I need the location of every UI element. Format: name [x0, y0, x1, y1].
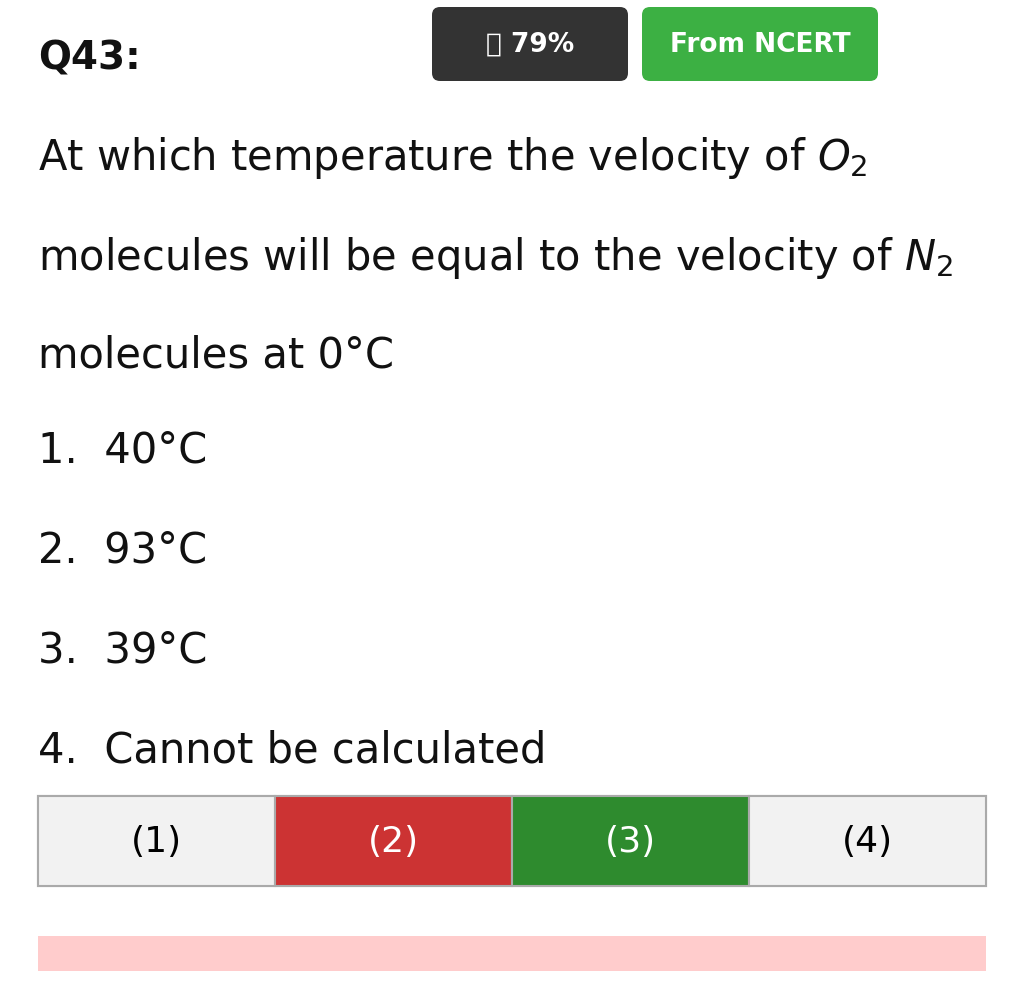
FancyBboxPatch shape: [432, 8, 628, 82]
Text: (3): (3): [605, 824, 656, 858]
Text: 3.  39°C: 3. 39°C: [38, 629, 208, 671]
FancyBboxPatch shape: [512, 796, 749, 886]
FancyBboxPatch shape: [275, 796, 512, 886]
Text: 1.  40°C: 1. 40°C: [38, 430, 207, 471]
Text: From NCERT: From NCERT: [670, 32, 850, 58]
Text: 2.  93°C: 2. 93°C: [38, 529, 207, 572]
Text: Q43:: Q43:: [38, 40, 140, 78]
Text: molecules at 0°C: molecules at 0°C: [38, 334, 394, 377]
Text: (4): (4): [842, 824, 893, 858]
FancyBboxPatch shape: [38, 936, 986, 971]
Text: 4.  Cannot be calculated: 4. Cannot be calculated: [38, 730, 547, 771]
Text: 👍 79%: 👍 79%: [485, 32, 574, 58]
FancyBboxPatch shape: [749, 796, 986, 886]
FancyBboxPatch shape: [38, 796, 986, 886]
Text: (2): (2): [368, 824, 419, 858]
Text: molecules will be equal to the velocity of $\mathit{N}_2$: molecules will be equal to the velocity …: [38, 235, 953, 281]
Text: (1): (1): [131, 824, 182, 858]
FancyBboxPatch shape: [38, 796, 275, 886]
FancyBboxPatch shape: [642, 8, 878, 82]
Text: At which temperature the velocity of $\mathit{O}_2$: At which temperature the velocity of $\m…: [38, 135, 867, 180]
